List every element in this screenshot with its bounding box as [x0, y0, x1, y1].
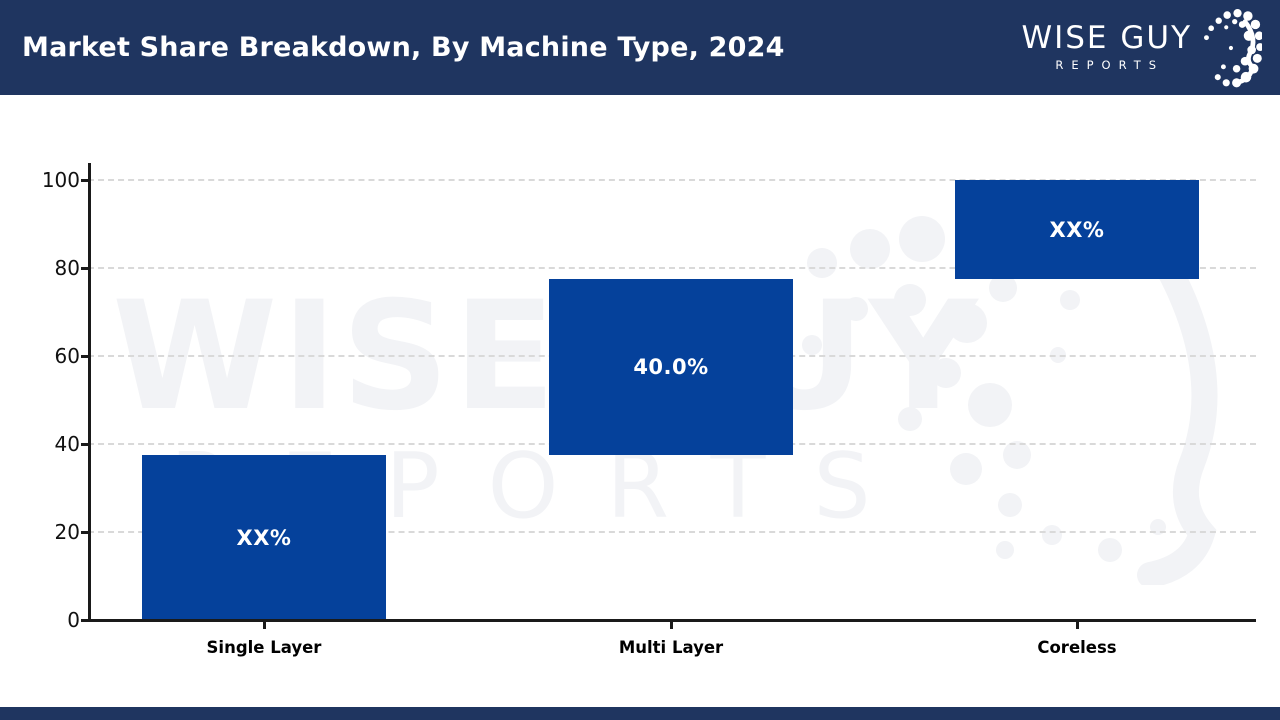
- y-tick-label: 40: [54, 432, 80, 456]
- y-tick-mark: [81, 355, 89, 358]
- gridline-20: [88, 531, 1256, 533]
- y-tick-label: 100: [41, 168, 80, 192]
- gridline-80: [88, 267, 1256, 269]
- y-tick-label: 60: [54, 344, 80, 368]
- y-tick-mark: [81, 443, 89, 446]
- x-tick-mark: [1076, 621, 1079, 629]
- x-axis: [88, 619, 1256, 622]
- bar-coreless: XX%: [955, 180, 1199, 279]
- y-tick-label: 20: [54, 520, 80, 544]
- x-tick-mark: [263, 621, 266, 629]
- bar-value-label: XX%: [1049, 217, 1105, 242]
- y-tick-mark: [81, 179, 89, 182]
- x-tick-mark: [670, 621, 673, 629]
- gridline-100: [88, 179, 1256, 181]
- y-tick-mark: [81, 531, 89, 534]
- logo-text: WISE GUY REPORTS: [1021, 20, 1192, 73]
- bar-single-layer: XX%: [142, 455, 386, 620]
- y-tick-label: 80: [54, 256, 80, 280]
- footer-bar: [0, 707, 1280, 720]
- brand-logo: WISE GUY REPORTS: [1021, 8, 1262, 88]
- header-bar: Market Share Breakdown, By Machine Type,…: [0, 0, 1280, 95]
- logo-wordmark: WISE GUY: [1021, 20, 1192, 56]
- logo-face-icon: [1204, 8, 1262, 87]
- category-label-single-layer: Single Layer: [206, 638, 322, 657]
- chart-title: Market Share Breakdown, By Machine Type,…: [22, 32, 785, 63]
- watermark-wordmark: WISE GUY: [112, 270, 982, 444]
- bar-multi-layer: 40.0%: [549, 279, 793, 455]
- bar-value-label: XX%: [236, 525, 292, 550]
- y-tick-mark: [81, 267, 89, 270]
- category-label-multi-layer: Multi Layer: [618, 638, 724, 657]
- category-label-coreless: Coreless: [1037, 638, 1117, 657]
- y-tick-label: 0: [67, 608, 80, 632]
- y-axis: [88, 163, 91, 621]
- logo-subtext: REPORTS: [1055, 58, 1165, 72]
- bar-value-label: 40.0%: [633, 355, 709, 379]
- y-tick-mark: [81, 619, 89, 622]
